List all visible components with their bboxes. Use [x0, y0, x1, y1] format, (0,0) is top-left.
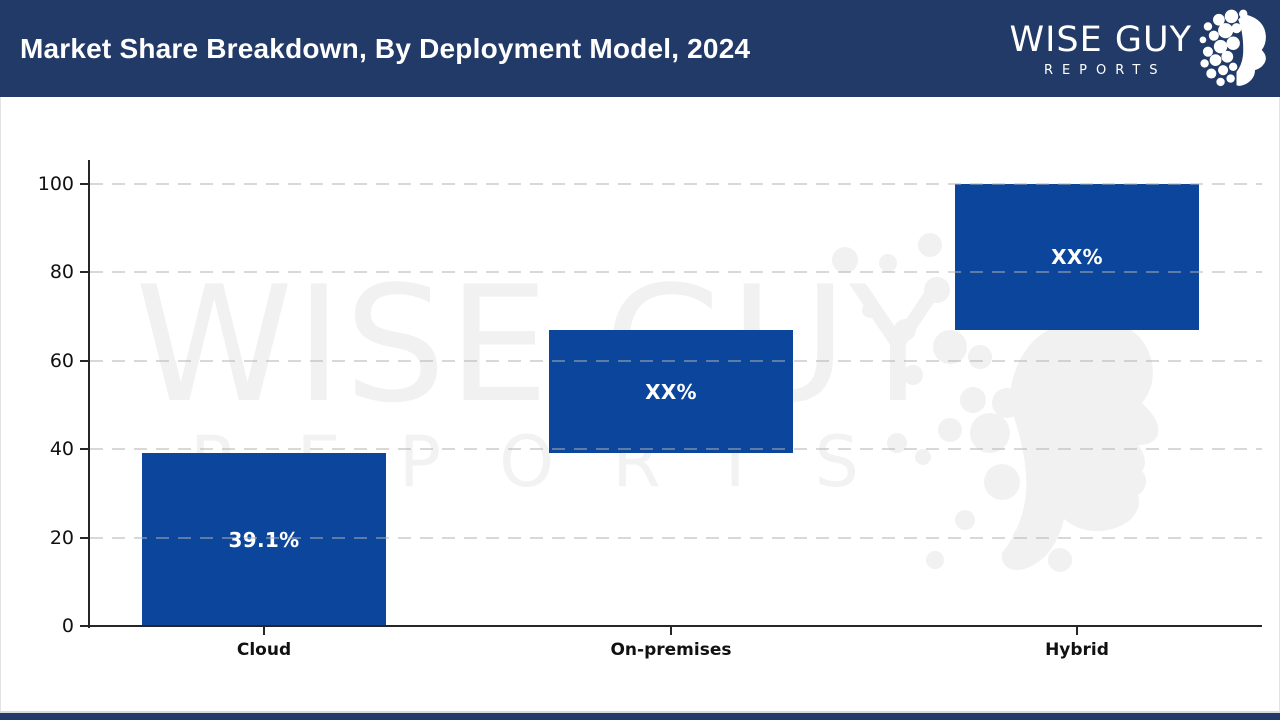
bar-on-premises: XX% [549, 330, 793, 454]
logo-brand-name: WISE GUY [1009, 20, 1192, 60]
watermark-face-icon [832, 233, 1159, 572]
x-tick-2 [1076, 627, 1078, 635]
y-tick-100 [80, 183, 88, 185]
y-tick-0 [80, 625, 88, 627]
page-title: Market Share Breakdown, By Deployment Mo… [20, 32, 751, 64]
gridline-y60 [90, 359, 1262, 362]
logo-brand-subtitle: REPORTS [1043, 63, 1167, 78]
category-label-cloud: Cloud [236, 640, 292, 660]
y-tick-label-0: 0 [61, 615, 74, 637]
x-tick-0 [263, 627, 265, 635]
y-axis-line [88, 160, 90, 628]
y-tick-20 [80, 536, 88, 539]
gridline-y100 [90, 183, 1262, 185]
y-tick-label-20: 20 [49, 526, 74, 549]
y-tick-40 [80, 448, 88, 451]
wiseguy-logo: WISE GUY REPORTS [1009, 6, 1272, 92]
bar-hybrid: XX% [955, 184, 1199, 331]
x-axis-line [88, 625, 1262, 627]
footer-bar [0, 713, 1280, 720]
category-label-on-premises: On-premises [610, 640, 732, 660]
bar-cloud: 39.1% [142, 453, 386, 626]
bar-value-label: 39.1% [228, 527, 300, 552]
y-tick-label-100: 100 [37, 173, 74, 195]
y-tick-label-60: 60 [49, 349, 74, 372]
left-border [0, 97, 1, 720]
watermark-brand-text: WISE GUY [135, 251, 949, 438]
y-tick-label-40: 40 [49, 438, 74, 461]
y-tick-label-80: 80 [49, 261, 74, 284]
bar-value-label: XX% [1051, 245, 1103, 270]
gridline-y80 [90, 271, 1262, 274]
header-bar: Market Share Breakdown, By Deployment Mo… [0, 0, 1280, 97]
x-tick-1 [670, 627, 672, 635]
gridline-y20 [90, 536, 1262, 539]
bar-value-label: XX% [645, 379, 697, 404]
gridline-y40 [90, 448, 1262, 451]
footer-divider [0, 711, 1280, 713]
category-label-hybrid: Hybrid [1045, 640, 1109, 660]
wiseguy-face-icon [1199, 9, 1266, 87]
y-tick-80 [80, 271, 88, 274]
logo-text: WISE GUY REPORTS [1009, 20, 1192, 78]
chart-area: WISE GUY REPORTS 39.1% XX% XX% 0 20 40 60 80 10… [0, 97, 1280, 713]
y-tick-60 [80, 359, 88, 362]
